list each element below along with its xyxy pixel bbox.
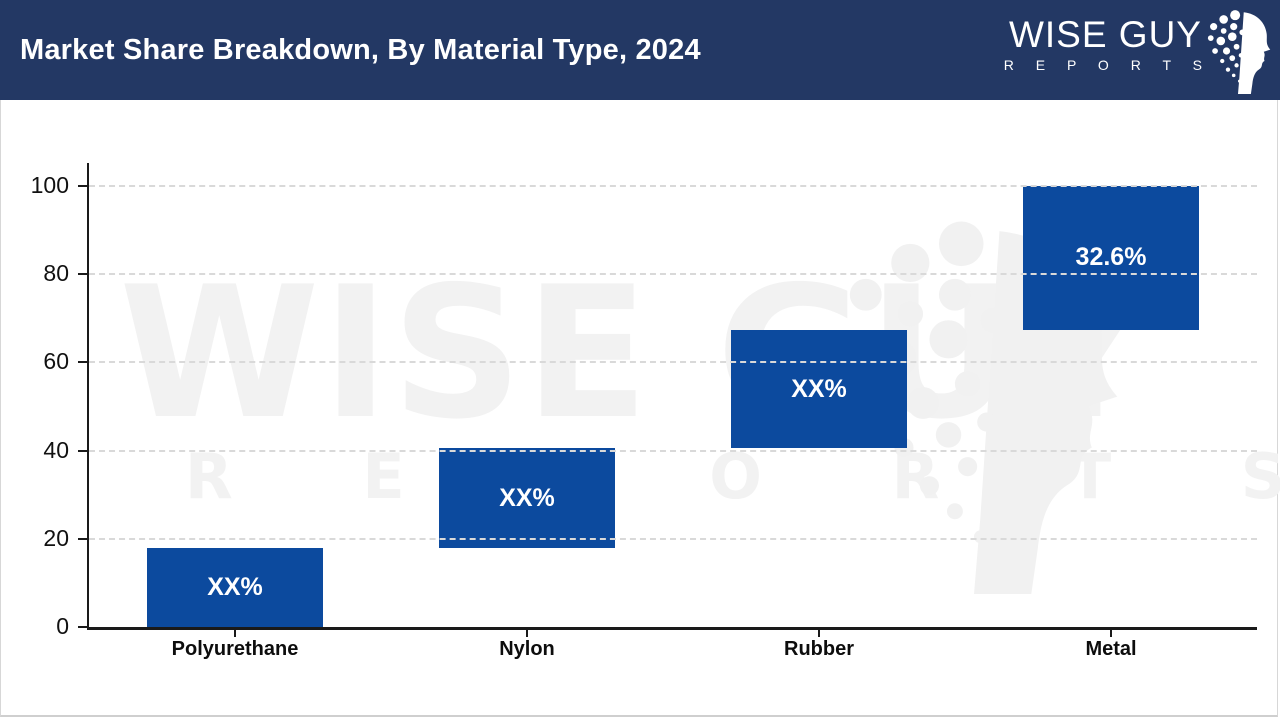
watermark-wordmark: WISE GUY xyxy=(119,247,1152,459)
y-tick-mark xyxy=(78,361,87,364)
y-tick-mark xyxy=(78,185,87,187)
x-tick-mark xyxy=(1110,629,1112,637)
bar-value-label: 32.6% xyxy=(1075,243,1147,272)
x-tick-mark xyxy=(234,629,236,637)
brand-logo-wordmark: WISE GUY xyxy=(1008,14,1202,55)
bar-nylon: XX% xyxy=(439,448,615,548)
gridline-80 xyxy=(89,273,1257,276)
y-tick-mark xyxy=(78,273,87,276)
dotted-head-logo-icon xyxy=(1207,10,1271,94)
x-tick-mark xyxy=(526,629,528,637)
watermark-subtitle: R E P O R T S xyxy=(185,440,1280,513)
brand-logo-subtitle: R E P O R T S xyxy=(1003,56,1211,73)
bar-metal: 32.6% xyxy=(1023,186,1199,330)
y-tick-label: 40 xyxy=(43,436,69,463)
chart-area: WISE GUY R E P O R T S 0 20 40 60 80 100 XX% Po… xyxy=(0,100,1280,717)
bar-rubber: XX% xyxy=(731,329,907,449)
y-tick-label: 60 xyxy=(43,348,69,375)
x-axis-label: Rubber xyxy=(784,638,854,660)
brand-logo: WISE GUY R E P O R T S xyxy=(1004,14,1202,73)
gridline-60 xyxy=(89,361,1257,364)
y-tick-mark xyxy=(78,626,87,628)
bar-polyurethane: XX% xyxy=(147,547,323,627)
bar-value-label: XX% xyxy=(791,374,847,403)
y-tick-label: 0 xyxy=(56,613,69,639)
x-axis xyxy=(87,627,1257,630)
gridline-100 xyxy=(89,185,1257,187)
x-axis-label: Polyurethane xyxy=(171,638,299,660)
y-tick-label: 100 xyxy=(30,172,69,198)
bar-value-label: XX% xyxy=(499,483,555,512)
y-axis xyxy=(87,163,89,629)
gridline-40 xyxy=(89,449,1257,452)
x-axis-label: Nylon xyxy=(499,638,555,660)
gridline-20 xyxy=(89,537,1257,540)
page-title: Market Share Breakdown, By Material Type… xyxy=(20,33,701,66)
y-tick-mark xyxy=(78,449,87,452)
bar-value-label: XX% xyxy=(207,572,263,601)
x-tick-mark xyxy=(818,629,820,637)
y-tick-label: 80 xyxy=(43,260,69,287)
header-bar: Market Share Breakdown, By Material Type… xyxy=(0,0,1280,100)
y-tick-mark xyxy=(78,537,87,540)
x-axis-label: Metal xyxy=(1085,638,1137,660)
y-tick-label: 20 xyxy=(43,524,69,551)
